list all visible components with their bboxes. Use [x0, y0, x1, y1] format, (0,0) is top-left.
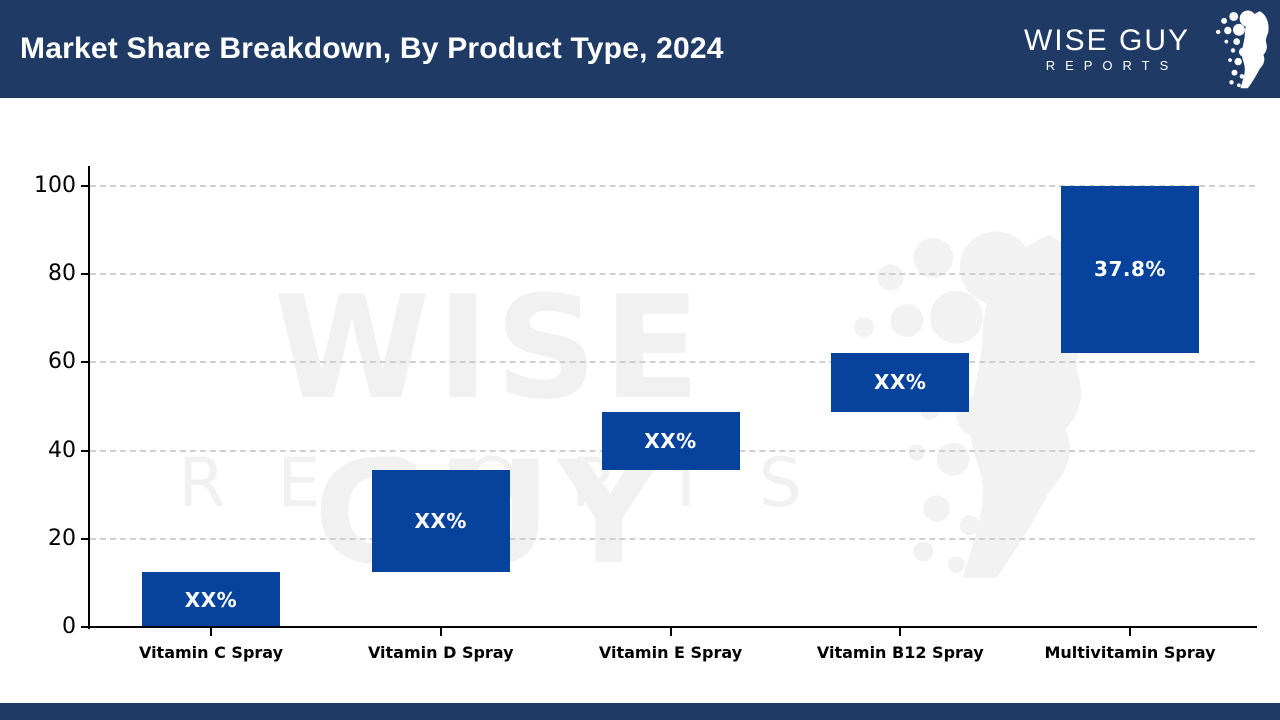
x-tick — [439, 628, 442, 636]
chart-area: WISE GUY REPORTS 020406080100XX%Vitamin … — [0, 98, 1280, 703]
bar-value-label: XX% — [414, 509, 467, 534]
y-tick — [81, 626, 88, 628]
x-tick-label: Vitamin C Spray — [138, 643, 284, 662]
bar-5: 37.8% — [1061, 186, 1199, 353]
gridline — [90, 185, 1255, 187]
bar-value-label: XX% — [874, 370, 927, 395]
brand-logo: WISE GUY REPORTS — [1024, 7, 1280, 91]
x-tick — [210, 628, 212, 636]
x-tick-label: Vitamin E Spray — [598, 643, 743, 662]
bar-3: XX% — [601, 411, 740, 470]
gridline — [90, 273, 1255, 276]
header-bar: Market Share Breakdown, By Product Type,… — [0, 0, 1280, 98]
y-axis-spine — [88, 166, 90, 629]
bar-1: XX% — [142, 572, 280, 627]
bar-2: XX% — [371, 470, 510, 573]
bar-4: XX% — [831, 352, 970, 412]
bar-value-label: XX% — [644, 428, 697, 453]
x-tick — [669, 628, 672, 636]
y-tick-label: 0 — [62, 614, 76, 639]
footer-bar — [0, 703, 1280, 720]
brand-subtitle: REPORTS — [1045, 58, 1179, 74]
dotted-head-icon — [1215, 10, 1269, 89]
bar-value-label: XX% — [184, 587, 238, 612]
y-tick-label: 80 — [48, 261, 76, 287]
y-tick — [81, 537, 88, 540]
y-tick — [81, 273, 88, 276]
y-tick-label: 60 — [48, 349, 76, 375]
gridline — [90, 537, 1255, 540]
x-axis-spine — [88, 626, 1257, 628]
y-tick-label: 20 — [48, 525, 76, 551]
y-tick-label: 100 — [34, 173, 76, 198]
x-tick — [899, 628, 902, 636]
gridline — [90, 361, 1255, 364]
page-title: Market Share Breakdown, By Product Type,… — [20, 32, 724, 65]
y-tick — [81, 449, 88, 452]
x-tick-label: Multivitamin Spray — [1044, 643, 1216, 662]
x-tick-label: Vitamin D Spray — [367, 643, 514, 662]
brand-name: WISE GUY — [1023, 23, 1190, 57]
x-tick — [1129, 628, 1131, 636]
y-tick — [81, 185, 88, 187]
y-tick-label: 40 — [48, 437, 76, 463]
y-tick — [81, 361, 88, 364]
x-tick-label: Vitamin B12 Spray — [816, 643, 984, 662]
brand-logo-text: WISE GUY REPORTS — [1024, 25, 1190, 74]
bar-value-label: 37.8% — [1094, 257, 1166, 282]
